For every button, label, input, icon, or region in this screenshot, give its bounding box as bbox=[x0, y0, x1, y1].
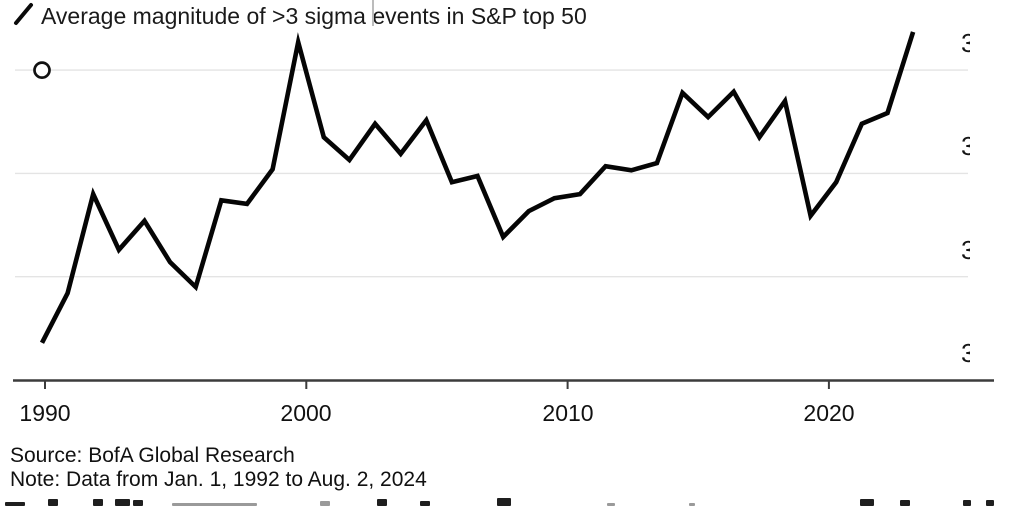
glyph-fragment bbox=[48, 499, 58, 506]
glyph-fragment bbox=[320, 501, 330, 506]
glyph-fragment bbox=[5, 502, 25, 506]
point-marker-circle bbox=[33, 61, 51, 79]
x-tick-label: 2020 bbox=[803, 400, 855, 426]
glyph-fragment bbox=[172, 503, 257, 506]
glyph-fragment bbox=[900, 500, 910, 506]
y-tick-label-text: 3 bbox=[961, 235, 970, 265]
y-tick-label-partial: 3 bbox=[961, 235, 970, 267]
glyph-fragment bbox=[986, 500, 994, 506]
note-text: Note: Data from Jan. 1, 1992 to Aug. 2, … bbox=[10, 467, 427, 491]
glyph-fragment bbox=[607, 503, 615, 506]
glyph-fragment bbox=[93, 499, 103, 506]
x-tick-label: 2010 bbox=[542, 400, 594, 426]
y-tick-label-partial: 3 bbox=[961, 28, 970, 60]
y-tick-label-partial: 3 bbox=[961, 131, 970, 163]
x-tick-label: 2000 bbox=[280, 400, 332, 426]
y-tick-label-text: 3 bbox=[961, 338, 970, 368]
line-series-icon bbox=[14, 3, 33, 25]
glyph-fragment bbox=[377, 499, 387, 506]
y-tick-label-text: 3 bbox=[961, 28, 970, 58]
glyph-fragment bbox=[133, 500, 143, 506]
series-line bbox=[39, 31, 916, 344]
glyph-fragment bbox=[689, 503, 695, 506]
chart-title: Average magnitude of >3 sigma events in … bbox=[41, 3, 587, 29]
y-tick-label-partial: 3 bbox=[961, 338, 970, 370]
cutoff-text-fragments bbox=[0, 496, 1024, 506]
y-tick-label-text: 3 bbox=[961, 131, 970, 161]
glyph-fragment bbox=[497, 498, 511, 506]
glyph-fragment bbox=[963, 500, 971, 506]
glyph-fragment bbox=[420, 501, 430, 506]
x-tick-label: 1990 bbox=[19, 400, 71, 426]
text-caret-artifact bbox=[372, 0, 374, 26]
chart-footer: Source: BofA Global Research Note: Data … bbox=[10, 444, 427, 491]
glyph-fragment bbox=[115, 499, 130, 506]
glyph-fragment bbox=[860, 499, 874, 506]
source-text: Source: BofA Global Research bbox=[10, 444, 295, 467]
